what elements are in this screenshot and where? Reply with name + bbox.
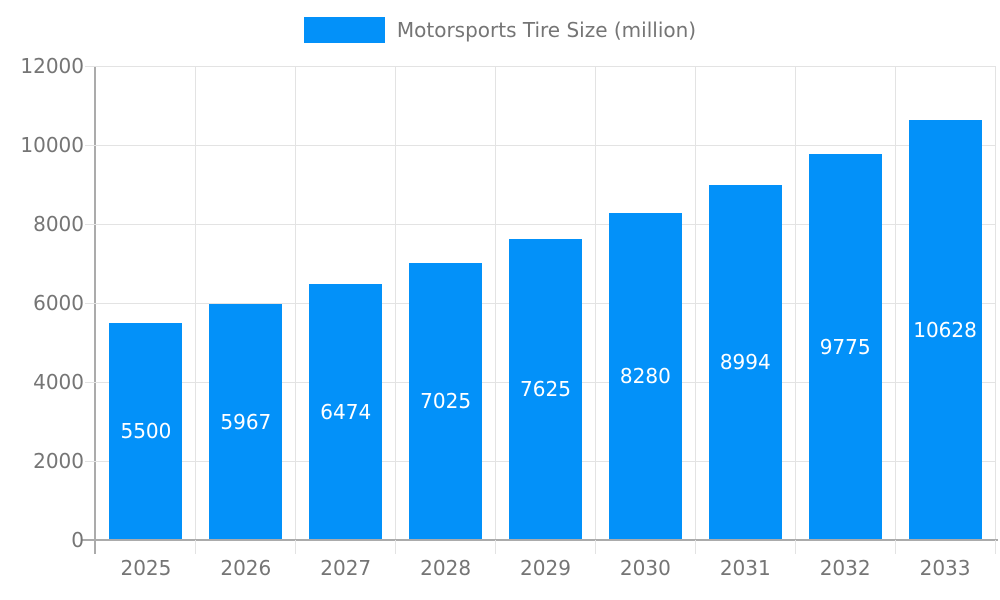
x-axis-tick-label: 2027 bbox=[320, 556, 372, 580]
x-axis-line bbox=[82, 539, 998, 541]
bar-2032[interactable]: 9775 bbox=[808, 153, 882, 540]
y-gridline bbox=[96, 144, 995, 146]
x-axis-tick-label: 2025 bbox=[120, 556, 172, 580]
bar-2030[interactable]: 8280 bbox=[608, 212, 682, 540]
bar-value-label: 5500 bbox=[120, 419, 172, 444]
x-axis-tick-label: 2026 bbox=[220, 556, 272, 580]
y-axis-tick-label: 0 bbox=[71, 528, 84, 552]
x-tick bbox=[495, 540, 497, 554]
bar-value-label: 8280 bbox=[619, 364, 671, 389]
x-gridline bbox=[694, 66, 696, 540]
y-axis-tick-label: 2000 bbox=[33, 449, 84, 473]
x-gridline bbox=[994, 66, 996, 540]
x-tick bbox=[395, 540, 397, 554]
y-axis-tick-label: 12000 bbox=[20, 54, 84, 78]
bar-2031[interactable]: 8994 bbox=[708, 184, 782, 540]
bar-value-label: 9775 bbox=[819, 334, 871, 359]
y-tick bbox=[85, 302, 96, 304]
x-gridline bbox=[794, 66, 796, 540]
y-gridline bbox=[96, 65, 995, 67]
y-gridline bbox=[96, 223, 995, 225]
bar-value-label: 7625 bbox=[520, 377, 571, 402]
y-tick bbox=[85, 144, 96, 146]
bar-2033[interactable]: 10628 bbox=[908, 120, 982, 540]
bar-value-label: 7025 bbox=[420, 389, 472, 414]
x-tick bbox=[994, 540, 996, 554]
y-axis-tick-label: 10000 bbox=[20, 133, 84, 157]
x-gridline bbox=[395, 66, 397, 540]
bar-2029[interactable]: 7625 bbox=[509, 238, 582, 540]
y-tick bbox=[85, 381, 96, 383]
bar-value-label: 10628 bbox=[913, 318, 977, 343]
x-axis-tick-label: 2032 bbox=[819, 556, 871, 580]
y-tick bbox=[85, 223, 96, 225]
x-axis-tick-label: 2031 bbox=[719, 556, 771, 580]
x-axis-tick-label: 2029 bbox=[520, 556, 571, 580]
bar-value-label: 5967 bbox=[220, 410, 272, 435]
bar-2028[interactable]: 7025 bbox=[409, 262, 483, 540]
x-axis-tick-label: 2033 bbox=[919, 556, 971, 580]
y-axis-tick-label: 4000 bbox=[33, 370, 84, 394]
x-tick bbox=[794, 540, 796, 554]
x-axis-tick-label: 2030 bbox=[619, 556, 671, 580]
bar-2027[interactable]: 6474 bbox=[309, 284, 383, 540]
y-axis-tick-label: 8000 bbox=[33, 212, 84, 236]
legend-swatch-icon bbox=[303, 17, 385, 43]
x-gridline bbox=[594, 66, 596, 540]
bar-2026[interactable]: 5967 bbox=[209, 304, 283, 540]
x-gridline bbox=[495, 66, 497, 540]
bar-value-label: 8994 bbox=[719, 350, 771, 375]
x-tick bbox=[195, 540, 197, 554]
x-tick bbox=[694, 540, 696, 554]
bar-2025[interactable]: 5500 bbox=[109, 322, 183, 540]
x-gridline bbox=[195, 66, 197, 540]
x-tick bbox=[894, 540, 896, 554]
y-axis-tick-label: 6000 bbox=[33, 291, 84, 315]
y-axis-line bbox=[94, 66, 96, 554]
x-gridline bbox=[894, 66, 896, 540]
bar-value-label: 6474 bbox=[320, 400, 372, 425]
y-tick bbox=[85, 460, 96, 462]
x-tick bbox=[594, 540, 596, 554]
legend[interactable]: Motorsports Tire Size (million) bbox=[0, 17, 1000, 43]
x-gridline bbox=[295, 66, 297, 540]
x-axis-tick-label: 2028 bbox=[420, 556, 472, 580]
x-tick bbox=[295, 540, 297, 554]
plot-area: 5500 5967 6474 7025 7625 8280 8994 9775 10628 bbox=[96, 65, 996, 540]
legend-label: Motorsports Tire Size (million) bbox=[396, 18, 697, 42]
y-tick bbox=[85, 65, 96, 67]
